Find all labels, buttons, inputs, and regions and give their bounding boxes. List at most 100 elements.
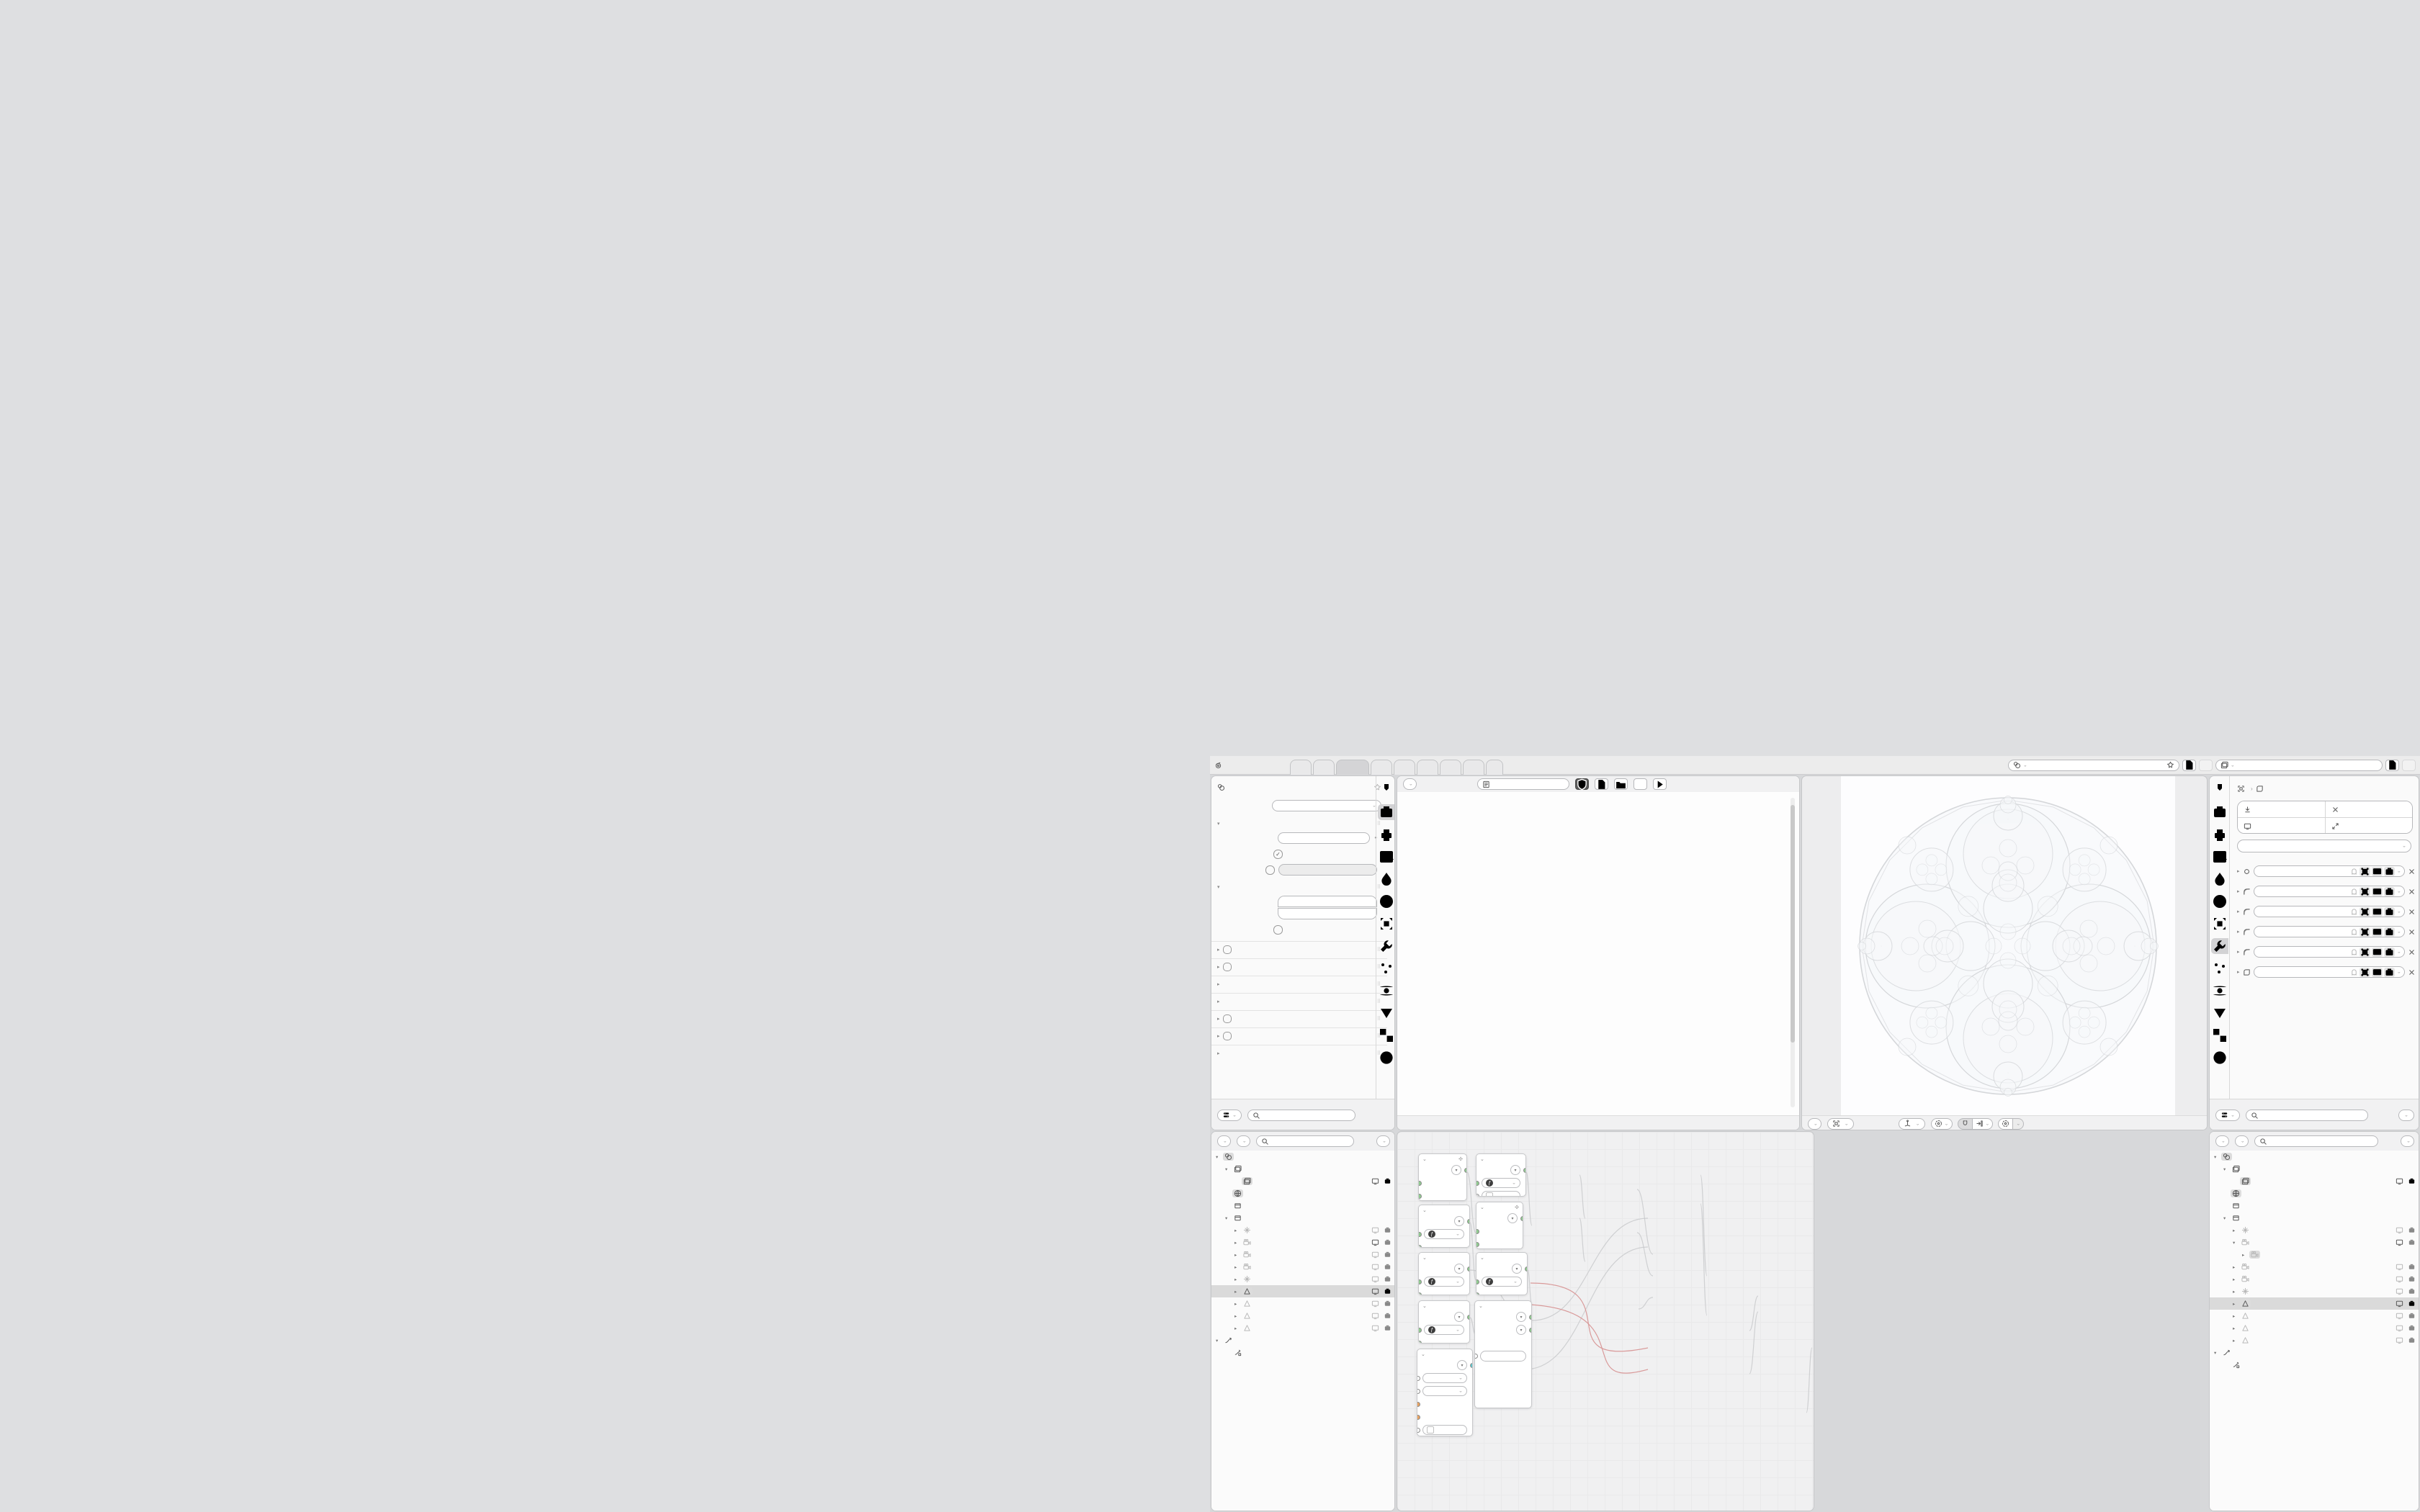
ghost-toggle-icon[interactable]	[2350, 888, 2358, 896]
properties-tab-sph[interactable]	[1378, 1050, 1395, 1066]
modifier-mon-toggle[interactable]	[2371, 967, 2383, 977]
outliner-scene-filter-dropdown[interactable]: ⌄	[2234, 1135, 2249, 1147]
output-select-button[interactable]: ▾	[1454, 1264, 1464, 1274]
node-collapse-icon[interactable]: ⌄	[1421, 1351, 1425, 1357]
camera-render-toggle[interactable]	[2408, 1312, 2416, 1320]
input-socket[interactable]	[1476, 1180, 1479, 1186]
viewport-denoising-toggle[interactable]	[1273, 924, 1283, 935]
output-select-button[interactable]: ▾	[1516, 1312, 1526, 1322]
expand-arrow-icon[interactable]: ▸	[2233, 1338, 2236, 1344]
outliner-row[interactable]	[2210, 1187, 2419, 1200]
properties-tab-img[interactable]	[1378, 849, 1395, 865]
camera-render-toggle[interactable]	[2408, 1177, 2416, 1185]
outliner-row[interactable]: ▸	[1211, 1322, 1394, 1334]
input-socket[interactable]	[1417, 1388, 1420, 1394]
outliner-row[interactable]	[1211, 1187, 1394, 1200]
node-collapse-icon[interactable]: ⌄	[1480, 1156, 1484, 1162]
expand-arrow-icon[interactable]: ▸	[1234, 1301, 1237, 1307]
output-select-button[interactable]: ▾	[1454, 1216, 1464, 1226]
chev[interactable]: ⌄	[2396, 909, 2401, 914]
output-select-button[interactable]: ▾	[1507, 1213, 1518, 1223]
scene-selector-chevron[interactable]: ⌄	[2023, 763, 2027, 768]
input-socket[interactable]	[1419, 1180, 1422, 1186]
modifier-mon-toggle[interactable]	[2371, 886, 2383, 896]
collapsed-section-2[interactable]: ▸ ⠿	[1211, 976, 1387, 992]
monitor-visibility-icon[interactable]	[1371, 1287, 1379, 1295]
expand-arrow-icon[interactable]: ▸	[2233, 1301, 2236, 1307]
ghost-toggle-icon[interactable]	[2350, 968, 2358, 976]
monitor-visibility-icon[interactable]	[1371, 1177, 1379, 1185]
workspace-tab[interactable]	[1290, 759, 1312, 775]
outliner-row[interactable]	[2210, 1175, 2419, 1187]
output-select-button[interactable]: ▾	[1454, 1312, 1464, 1322]
sampling-viewport-field[interactable]	[1278, 907, 1377, 919]
properties-tab-phys[interactable]	[2211, 983, 2228, 999]
expand-arrow-icon[interactable]: ▸	[2237, 889, 2240, 894]
camera-render-toggle[interactable]	[1384, 1177, 1392, 1185]
node-collapse-icon[interactable]: ⌄	[1422, 1207, 1427, 1213]
monitor-visibility-icon[interactable]	[2396, 1287, 2403, 1295]
outliner-row[interactable]: ▾	[1211, 1151, 1394, 1163]
node-math-multiply[interactable]: ⌄ ▾ ƒ ⌄	[1418, 1252, 1470, 1295]
chev[interactable]: ⌄	[2396, 930, 2401, 935]
monitor-visibility-icon[interactable]	[1371, 1324, 1379, 1332]
input-socket[interactable]	[1417, 1414, 1420, 1420]
modifier-editm-toggle[interactable]	[2359, 906, 2370, 917]
node-compare-b[interactable]: ⌄ ✣ ▾	[1476, 1202, 1523, 1249]
scene-unlink-button[interactable]	[2199, 759, 2213, 771]
render-engine-dropdown[interactable]: ⌄	[1272, 800, 1381, 811]
workspace-tab[interactable]	[1371, 759, 1392, 775]
camera-render-toggle[interactable]	[2408, 1238, 2416, 1246]
node-collapse-icon[interactable]: ⌄	[1479, 1303, 1483, 1309]
dropdown-field[interactable]: ⌄	[1422, 1373, 1467, 1383]
view-layer-selector[interactable]: ⌄	[2215, 759, 2383, 771]
scene-selector[interactable]: ⌄	[2008, 759, 2179, 771]
output-socket[interactable]	[1523, 1167, 1525, 1173]
monitor-visibility-icon[interactable]	[2396, 1238, 2403, 1246]
expand-arrow-icon[interactable]: ▸	[2237, 909, 2240, 914]
modifier-editm-toggle[interactable]	[2359, 967, 2370, 977]
modifier-editm-toggle[interactable]	[2359, 947, 2370, 957]
output-select-button[interactable]: ▾	[1512, 1264, 1522, 1274]
monitor-visibility-icon[interactable]	[1371, 1226, 1379, 1234]
node-math-sub[interactable]: ⌄ ▾ ƒ ⌄	[1476, 1153, 1526, 1197]
node-pin-icon[interactable]: ✣	[1458, 1156, 1463, 1162]
properties-tab-dots[interactable]	[2211, 960, 2228, 976]
output-socket[interactable]	[1528, 1327, 1531, 1333]
collapsed-section-0[interactable]: ▸ ⠿	[1211, 941, 1387, 958]
expand-arrow-icon[interactable]: ▸	[2233, 1326, 2236, 1331]
properties-tab-wrench[interactable]	[1378, 938, 1395, 954]
monitor-visibility-icon[interactable]	[2396, 1177, 2403, 1185]
scene-copy-button[interactable]	[2182, 759, 2196, 771]
collapsed-section-5[interactable]: ▸ ⠿	[1211, 1027, 1387, 1044]
text-datablock-selector[interactable]	[1476, 778, 1569, 790]
outliner-filter-dropdown[interactable]: ⌄	[1376, 1135, 1390, 1147]
input-socket[interactable]	[1419, 1231, 1422, 1237]
expand-arrow-icon[interactable]: ▸	[2237, 970, 2240, 975]
properties-tab-wrench[interactable]	[2210, 938, 2228, 954]
outliner-row[interactable]: ▸	[1211, 1224, 1394, 1236]
properties-search-field[interactable]	[1247, 1110, 1355, 1121]
properties-tab-tri[interactable]	[1378, 1005, 1395, 1021]
outliner-row[interactable]: ▸	[2210, 1248, 2419, 1261]
expand-arrow-icon[interactable]: ▸	[1234, 1264, 1237, 1270]
code-area[interactable]	[1410, 799, 1785, 1110]
properties-tab-objsq[interactable]	[2211, 916, 2228, 932]
outliner-row[interactable]: ▾	[2210, 1163, 2419, 1175]
expand-arrow-icon[interactable]: ▸	[2233, 1289, 2236, 1295]
properties-tab-camb[interactable]	[2211, 804, 2228, 820]
output-select-button[interactable]: ▾	[1510, 1165, 1520, 1175]
section-checkbox[interactable]	[1222, 945, 1232, 954]
display-mode-dropdown[interactable]: ⌄	[1217, 1135, 1231, 1147]
output-select-button[interactable]: ▾	[1457, 1360, 1467, 1370]
workspace-tab[interactable]	[1417, 759, 1438, 775]
outliner-row[interactable]: ▸	[2210, 1322, 2419, 1334]
outliner-row[interactable]	[1211, 1346, 1394, 1359]
input-socket[interactable]	[1419, 1193, 1422, 1199]
outliner-row[interactable]: ▾	[2210, 1151, 2419, 1163]
open-text-button[interactable]	[1613, 778, 1628, 790]
expand-arrow-icon[interactable]: ▸	[2237, 930, 2240, 935]
monitor-visibility-icon[interactable]	[1371, 1263, 1379, 1271]
expand-arrow-icon[interactable]: ▸	[2237, 869, 2240, 874]
outliner-row[interactable]: ▾	[2210, 1346, 2419, 1359]
